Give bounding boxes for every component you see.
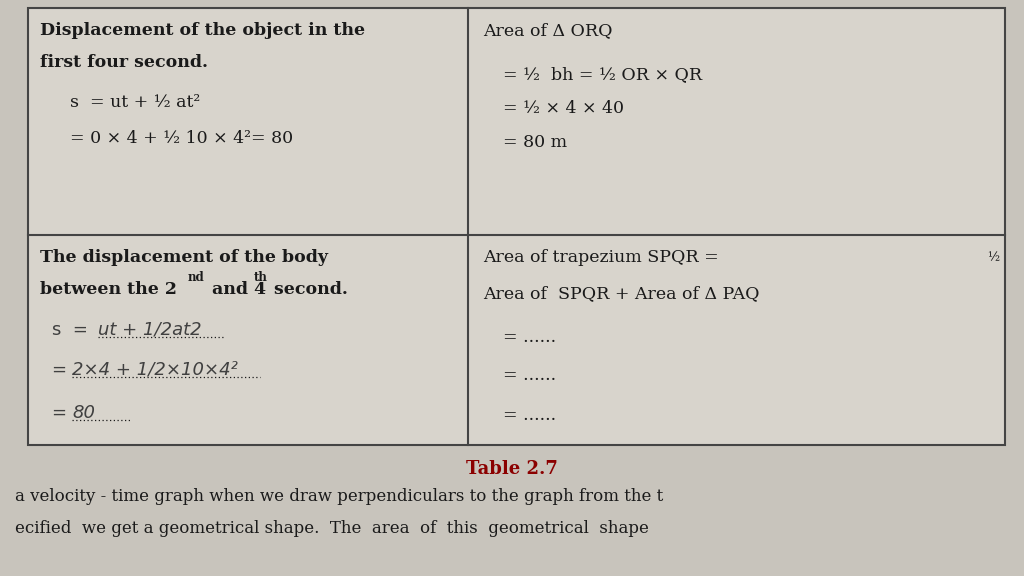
Text: ½: ½ — [987, 251, 999, 264]
Text: = 80 m: = 80 m — [503, 134, 567, 151]
Text: =: = — [52, 404, 73, 422]
Text: s  =: s = — [52, 321, 93, 339]
Text: = ......: = ...... — [503, 367, 556, 384]
Text: a velocity - time graph when we draw perpendiculars to the graph from the t: a velocity - time graph when we draw per… — [15, 488, 664, 505]
Text: s  = ut + ½ at²: s = ut + ½ at² — [70, 94, 201, 111]
Text: first four second.: first four second. — [40, 54, 208, 71]
Text: = ......: = ...... — [503, 407, 556, 424]
Text: 80: 80 — [72, 404, 95, 422]
Text: nd: nd — [188, 271, 205, 284]
Text: = ......: = ...... — [503, 329, 556, 346]
Text: 2×4 + 1/2×10×4²: 2×4 + 1/2×10×4² — [72, 361, 238, 379]
Text: = 0 × 4 + ½ 10 × 4²= 80: = 0 × 4 + ½ 10 × 4²= 80 — [70, 130, 293, 147]
Bar — [28, 8, 1005, 445]
Text: between the 2: between the 2 — [40, 281, 177, 298]
Text: = ½ × 4 × 40: = ½ × 4 × 40 — [503, 100, 624, 117]
Text: Area of  SPQR + Area of Δ PAQ: Area of SPQR + Area of Δ PAQ — [483, 285, 760, 302]
Text: th: th — [254, 271, 268, 284]
Text: and 4: and 4 — [206, 281, 266, 298]
Text: ut + 1/2at2: ut + 1/2at2 — [98, 321, 202, 339]
Text: = ½  bh = ½ OR × QR: = ½ bh = ½ OR × QR — [503, 66, 702, 83]
Text: Area of Δ ORQ: Area of Δ ORQ — [483, 22, 612, 39]
Text: ecified  we get a geometrical shape.  The  area  of  this  geometrical  shape: ecified we get a geometrical shape. The … — [15, 520, 649, 537]
Text: =: = — [52, 361, 73, 379]
Text: Area of trapezium SPQR =: Area of trapezium SPQR = — [483, 249, 719, 266]
Text: second.: second. — [268, 281, 348, 298]
Text: The displacement of the body: The displacement of the body — [40, 249, 328, 266]
Text: Displacement of the object in the: Displacement of the object in the — [40, 22, 366, 39]
Text: Table 2.7: Table 2.7 — [466, 460, 558, 478]
